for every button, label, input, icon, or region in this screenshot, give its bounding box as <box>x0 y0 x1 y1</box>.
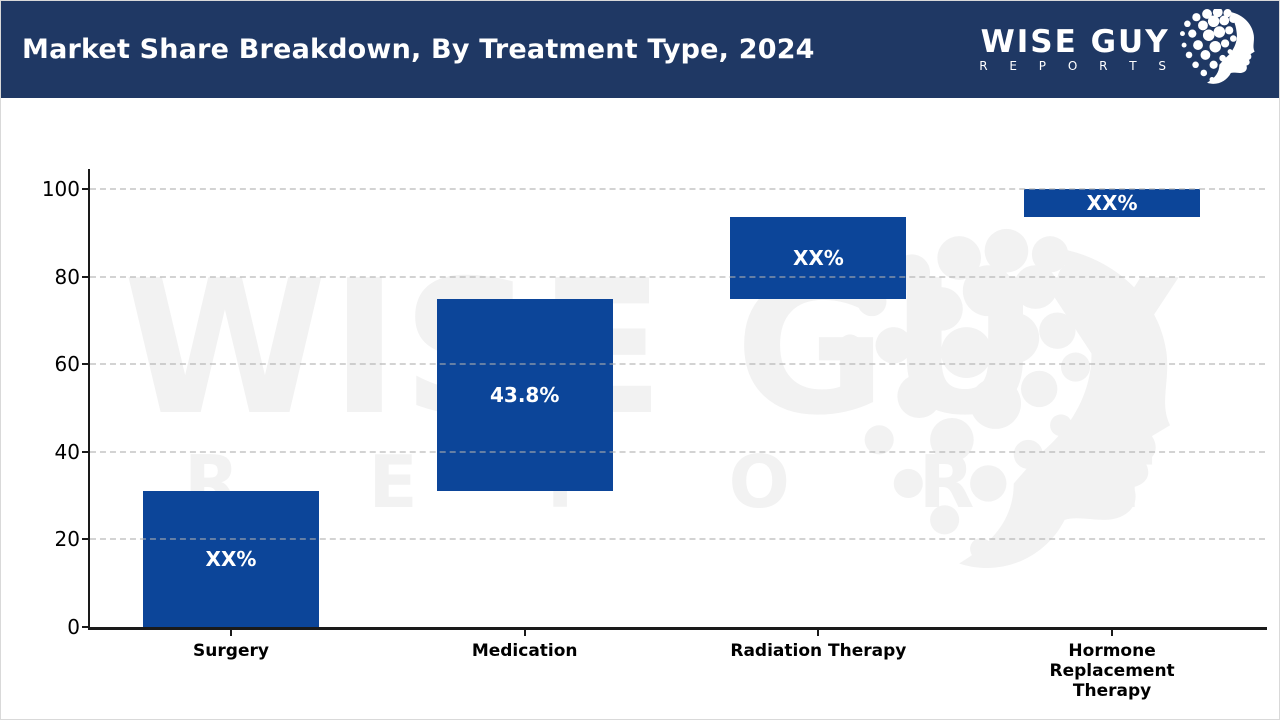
y-tick-label-60: 60 <box>54 352 80 377</box>
y-tick-label-100: 100 <box>41 177 80 201</box>
y-tick-mark-20 <box>82 538 90 541</box>
y-tick-mark-40 <box>82 450 90 453</box>
bar-radiation-therapy <box>730 216 907 300</box>
chart-header: Market Share Breakdown, By Treatment Typ… <box>1 1 1279 98</box>
y-tick-label-0: 0 <box>67 615 80 639</box>
bar-value-label-surgery: XX% <box>205 547 257 572</box>
bar-medication <box>436 299 613 492</box>
grid-line-20 <box>90 538 1265 541</box>
dotted-face-icon <box>1180 8 1255 84</box>
x-axis-line <box>88 627 1267 630</box>
grid-line-60 <box>90 363 1265 366</box>
y-axis-line <box>88 169 90 629</box>
x-tick-mark-hormone-replacement-therapy <box>1111 627 1114 636</box>
y-tick-label-20: 20 <box>54 527 80 552</box>
bar-value-label-radiation-therapy: XX% <box>792 245 844 270</box>
y-tick-label-80: 80 <box>54 264 80 289</box>
bar-surgery <box>143 491 319 627</box>
y-tick-mark-100 <box>82 188 90 190</box>
y-tick-mark-0 <box>82 626 90 628</box>
logo-text: WISE GUY R E P O R T S <box>975 26 1175 74</box>
category-label-line: Replacement <box>1049 661 1175 681</box>
y-tick-mark-80 <box>82 275 90 278</box>
watermark-face-icon <box>839 228 1171 569</box>
bar-value-label-medication: 43.8% <box>489 383 560 408</box>
category-label-line: Hormone <box>1068 641 1156 661</box>
y-tick-label-40: 40 <box>54 439 80 464</box>
page-title: Market Share Breakdown, By Treatment Typ… <box>22 34 815 65</box>
category-label-radiation-therapy: Radiation Therapy <box>688 641 948 661</box>
category-label-line: Medication <box>471 641 578 661</box>
category-label-surgery: Surgery <box>101 641 361 661</box>
y-tick-mark-60 <box>82 363 90 366</box>
bar-hormone-replacement-therapy <box>1024 189 1201 217</box>
category-label-hormone-replacement-therapy: Hormone Replacement Therapy <box>982 641 1242 701</box>
category-label-line: Radiation Therapy <box>730 641 907 661</box>
plot-area: WISE GUY R E P O R T S 0 20 40 60 80 100 XX% Su… <box>1 98 1279 719</box>
category-label-line: Therapy <box>1072 681 1152 701</box>
grid-line-100 <box>90 188 1265 190</box>
bar-value-label-hormone-replacement-therapy: XX% <box>1086 190 1138 215</box>
logo-subtext: R E P O R T S <box>979 59 1175 74</box>
x-tick-mark-medication <box>523 627 526 636</box>
grid-line-80 <box>90 275 1265 278</box>
grid-line-40 <box>90 450 1265 453</box>
category-label-line: Surgery <box>193 641 269 661</box>
x-tick-mark-radiation-therapy <box>817 627 820 636</box>
category-label-medication: Medication <box>395 641 655 661</box>
x-tick-mark-surgery <box>230 627 232 636</box>
logo-wordmark: WISE GUY <box>980 23 1170 60</box>
wise-guy-reports-logo: WISE GUY R E P O R T S <box>975 8 1267 91</box>
